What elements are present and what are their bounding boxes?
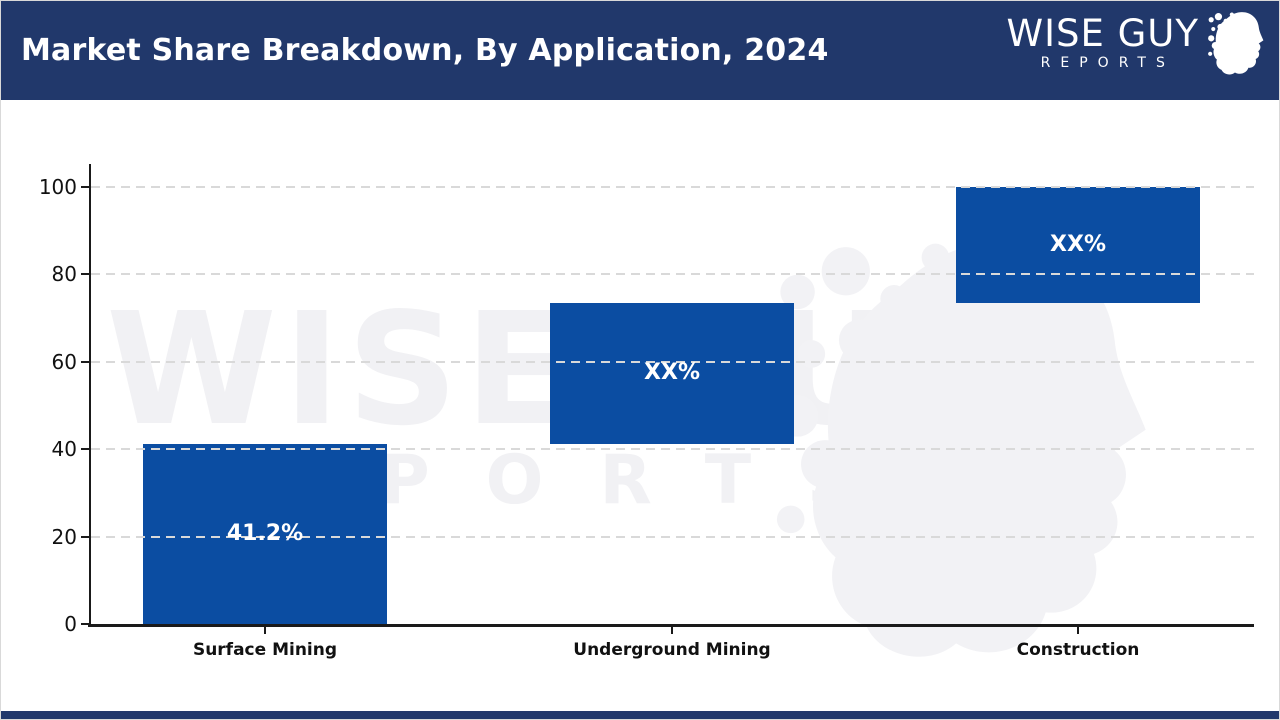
y-tick-mark xyxy=(81,273,90,276)
x-axis-line xyxy=(88,624,1254,627)
y-axis-line xyxy=(89,164,91,627)
x-category-label: Underground Mining xyxy=(573,640,771,660)
gridline-y80 xyxy=(91,273,1254,276)
y-tick-mark xyxy=(81,360,90,363)
y-tick-label: 40 xyxy=(51,437,77,462)
y-tick-mark xyxy=(81,448,90,451)
brand-subname: REPORTS xyxy=(1040,54,1175,71)
y-tick-mark xyxy=(81,623,90,625)
y-tick-label: 20 xyxy=(51,524,77,549)
gridline-y60 xyxy=(91,360,1254,363)
y-tick-mark xyxy=(81,535,90,538)
y-tick-label: 0 xyxy=(64,612,77,636)
bar-value-label: 41.2% xyxy=(226,520,304,546)
x-tick-mark xyxy=(671,627,673,634)
bar-value-label: XX% xyxy=(644,360,700,386)
x-tick-mark xyxy=(264,627,266,634)
y-tick-label: 80 xyxy=(51,262,77,287)
bar-value-label: XX% xyxy=(1050,231,1106,257)
chart-title: Market Share Breakdown, By Application, … xyxy=(21,33,829,68)
x-category-label: Surface Mining xyxy=(192,640,338,660)
brand-wordmark: WISE GUY REPORTS xyxy=(1006,12,1199,71)
gridline-y20 xyxy=(91,535,1254,538)
footer-bar xyxy=(1,711,1279,719)
y-tick-label: 100 xyxy=(38,175,77,199)
brand-logo: WISE GUY REPORTS xyxy=(1007,7,1267,79)
brand-face-icon xyxy=(1208,12,1264,75)
header-bar: Market Share Breakdown, By Application, … xyxy=(1,1,1279,100)
gridline-y100 xyxy=(91,186,1254,188)
x-category-label: Construction xyxy=(1016,640,1140,660)
y-tick-mark xyxy=(81,186,90,188)
x-tick-mark xyxy=(1077,627,1079,634)
gridline-y40 xyxy=(91,448,1254,451)
bar-underground-mining xyxy=(550,302,794,444)
brand-name: WISE GUY xyxy=(1006,12,1199,56)
y-tick-label: 60 xyxy=(51,349,77,374)
bar-surface-mining xyxy=(143,443,387,624)
